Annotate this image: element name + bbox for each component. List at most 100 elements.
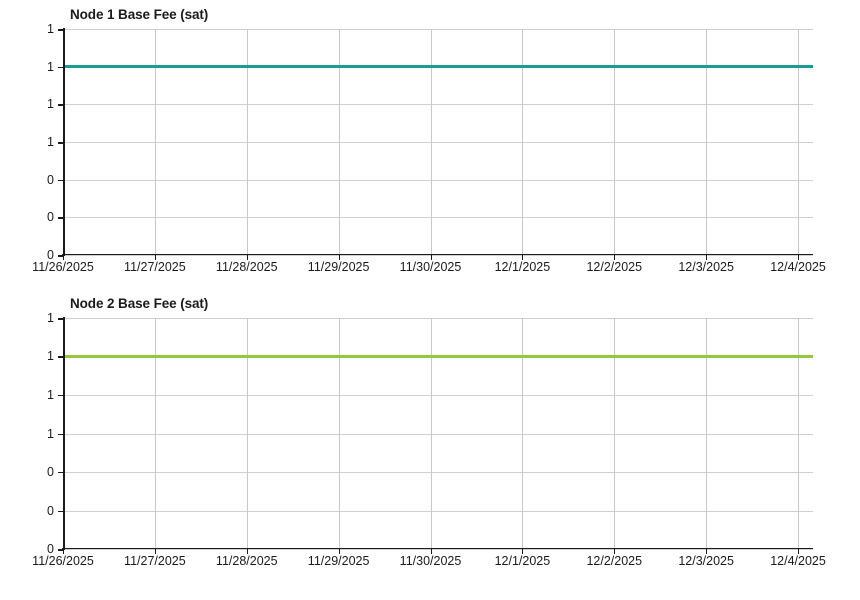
y-axis-tick: [58, 549, 63, 551]
y-axis-label: 0: [47, 464, 54, 479]
y-axis-label: 0: [47, 542, 54, 556]
x-axis-label: 11/30/2025: [399, 260, 462, 274]
y-axis-tick: [58, 318, 63, 320]
gridline-vertical: [338, 29, 340, 255]
gridline-vertical: [430, 29, 432, 255]
gridline-horizontal: [63, 510, 813, 512]
x-axis-label: 11/28/2025: [215, 554, 278, 568]
gridline-horizontal: [63, 142, 813, 143]
x-axis-label: 12/2/2025: [586, 260, 643, 274]
plot-area-node-1: 1 1 1 1 0 0 0 11/26/2025 11/27/2025 11/28/2025 11…: [32, 22, 826, 274]
x-axis-tick: [522, 549, 524, 554]
y-axis-label: 0: [47, 503, 54, 518]
y-axis-label: 1: [47, 97, 54, 112]
gridline-vertical: [522, 318, 524, 549]
x-axis-tick: [154, 255, 156, 260]
x-axis-tick: [798, 255, 799, 260]
y-axis-line: [63, 317, 65, 550]
y-axis-label: 1: [47, 311, 54, 325]
gridline-vertical: [798, 29, 799, 255]
chart-title-node-1: Node 1 Base Fee (sat): [70, 7, 209, 22]
series-line-node-2-base-fee-sat: [63, 354, 813, 358]
x-axis-label: 11/26/2025: [32, 260, 94, 274]
y-axis-tick: [58, 510, 63, 512]
y-axis-label: 0: [47, 172, 54, 187]
gridline-vertical: [338, 318, 340, 549]
gridline-horizontal: [63, 394, 813, 396]
gridline-horizontal: [63, 318, 813, 319]
x-axis-label: 12/3/2025: [678, 554, 734, 568]
gridline-horizontal: [63, 217, 813, 219]
gridline-horizontal: [63, 433, 813, 435]
x-axis-tick: [706, 255, 708, 260]
x-axis-label: 11/30/2025: [399, 554, 462, 568]
y-axis-label: 0: [47, 210, 54, 225]
gridline-vertical: [154, 318, 156, 549]
x-axis-label: 11/29/2025: [307, 554, 370, 568]
gridline-vertical: [246, 318, 248, 549]
x-axis-tick: [706, 549, 708, 554]
y-axis-label: 1: [47, 349, 54, 364]
x-axis-tick: [798, 549, 799, 554]
gridline-horizontal: [63, 104, 813, 106]
gridline-vertical: [246, 29, 248, 255]
y-axis-tick: [58, 394, 63, 397]
x-axis-tick: [430, 255, 432, 260]
x-axis-line: [62, 547, 813, 549]
y-axis-tick: [58, 29, 63, 31]
gridline-vertical: [706, 318, 708, 549]
gridline-vertical: [614, 318, 616, 549]
chart-panel-node-2: Node 2 Base Fee (sat) 1 1 1 1 0 0 0 11/26/2025…: [0, 289, 860, 600]
y-axis-label: 1: [47, 135, 54, 149]
gridline-horizontal: [63, 179, 813, 181]
y-axis-tick: [58, 255, 63, 257]
x-axis-tick: [246, 255, 248, 260]
x-axis-tick: [63, 255, 64, 260]
gridline-horizontal: [63, 255, 813, 256]
x-axis-tick: [522, 255, 524, 260]
gridline-vertical: [522, 29, 524, 255]
x-axis-label: 12/3/2025: [678, 260, 734, 274]
gridline-vertical: [798, 318, 799, 549]
x-axis-tick: [614, 549, 616, 554]
y-axis-tick: [58, 217, 63, 219]
x-axis-tick: [63, 549, 64, 554]
x-axis-tick: [338, 255, 340, 260]
x-axis-label: 11/27/2025: [124, 554, 186, 568]
y-axis-label: 0: [47, 248, 54, 262]
gridline-vertical: [154, 29, 156, 255]
y-axis-tick: [58, 179, 63, 182]
x-axis-label: 11/27/2025: [124, 260, 186, 274]
y-axis-tick: [58, 471, 63, 474]
series-line-node-1-base-fee-sat: [63, 65, 813, 69]
gridline-horizontal: [63, 29, 813, 30]
x-axis-label: 12/2/2025: [586, 554, 643, 568]
gridline-horizontal: [63, 471, 813, 473]
y-axis-tick: [58, 142, 63, 144]
gridline-vertical: [614, 29, 616, 255]
y-axis-label: 1: [47, 59, 54, 74]
x-axis-tick: [430, 549, 432, 554]
y-axis-tick: [58, 66, 63, 69]
x-axis-label: 12/4/2025: [770, 260, 826, 274]
x-axis-tick: [154, 549, 156, 554]
y-axis-tick: [58, 433, 63, 435]
x-axis-tick: [338, 549, 340, 554]
gridline-vertical: [430, 318, 432, 549]
x-axis-tick: [246, 549, 248, 554]
x-axis-line: [62, 253, 813, 255]
y-axis-label: 1: [47, 387, 54, 402]
y-axis-tick: [58, 104, 63, 106]
y-axis-label: 1: [47, 22, 54, 36]
gridline-horizontal: [63, 549, 813, 550]
x-axis-label: 11/26/2025: [32, 554, 94, 568]
x-axis-label: 11/29/2025: [307, 260, 370, 274]
x-axis-label: 12/1/2025: [494, 260, 551, 274]
y-axis-line: [63, 28, 65, 256]
x-axis-label: 12/1/2025: [494, 554, 551, 568]
y-axis-tick: [58, 356, 63, 358]
plot-area-node-2: 1 1 1 1 0 0 0 11/26/2025 11/27/2025 11/28/2025 11…: [32, 311, 826, 568]
gridline-vertical: [706, 29, 708, 255]
chart-title-node-2: Node 2 Base Fee (sat): [70, 296, 209, 311]
chart-panel-node-1: Node 1 Base Fee (sat) 1 1 1 1 0 0 0 11/26/2025…: [0, 0, 860, 290]
